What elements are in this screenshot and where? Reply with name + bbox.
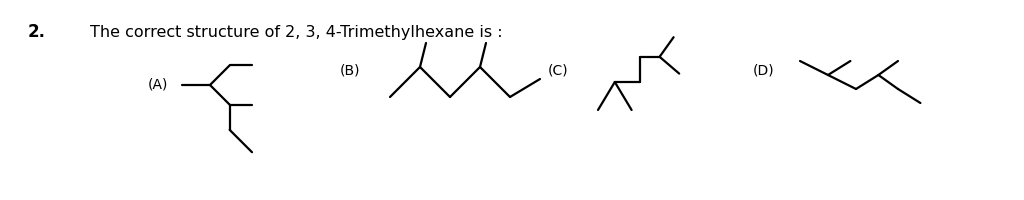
- Text: 2.: 2.: [28, 23, 46, 41]
- Text: (C): (C): [548, 63, 568, 77]
- Text: (A): (A): [148, 78, 168, 92]
- Text: The correct structure of 2, 3, 4-Trimethylhexane is :: The correct structure of 2, 3, 4-Trimeth…: [90, 24, 503, 40]
- Text: (B): (B): [340, 63, 360, 77]
- Text: (D): (D): [753, 63, 774, 77]
